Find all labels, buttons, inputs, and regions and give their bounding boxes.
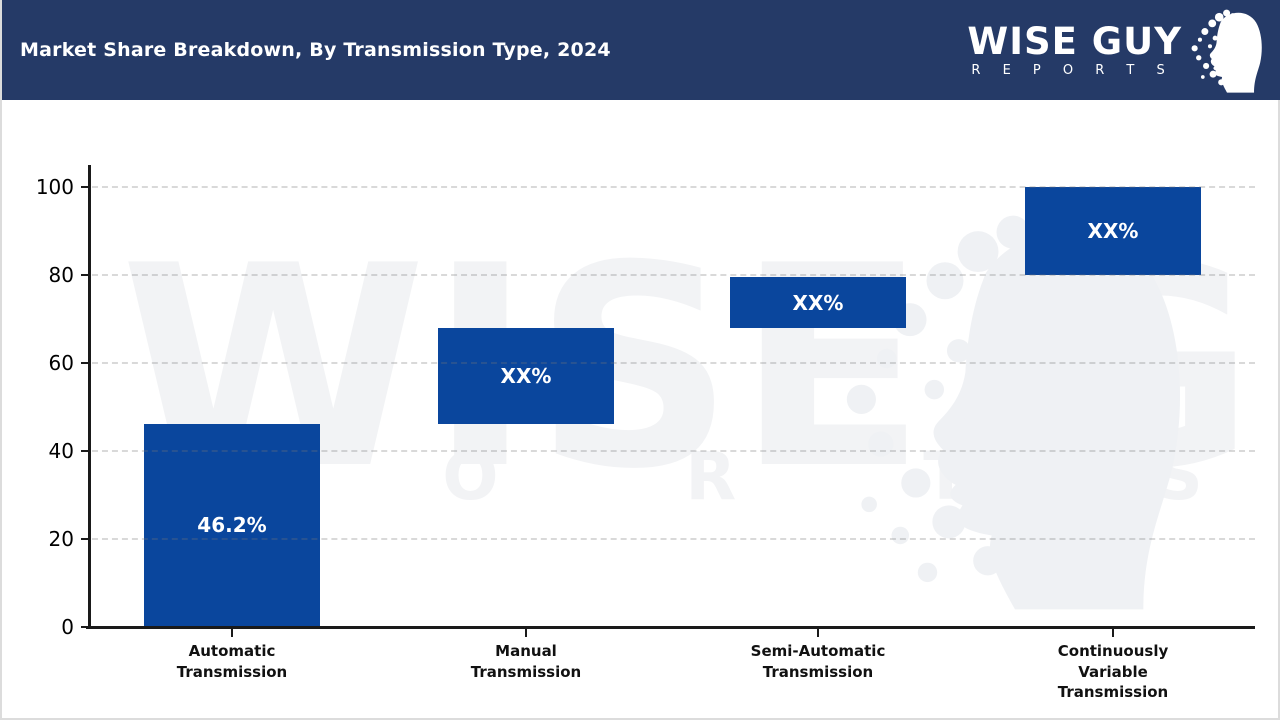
y-tick-label: 80 <box>48 263 74 287</box>
bar-segment <box>1025 187 1201 275</box>
bar-value-label: XX% <box>1087 219 1139 243</box>
y-tick-label: 60 <box>48 351 74 375</box>
y-tick <box>81 538 90 540</box>
x-tick <box>525 629 527 637</box>
y-tick-label: 100 <box>35 175 74 199</box>
x-tick <box>817 629 819 637</box>
category-label-line: Continuously <box>1057 642 1169 660</box>
category-label-line: Transmission <box>176 662 288 681</box>
gridline <box>92 450 1255 452</box>
category-label-line: Variable <box>1078 662 1148 681</box>
y-tick <box>81 186 90 188</box>
x-axis-line <box>86 626 1255 629</box>
bar-segment <box>438 327 614 424</box>
logo-text: WISE GUY R E P O R T S <box>967 19 1182 78</box>
x-tick <box>231 629 233 637</box>
y-tick <box>81 274 90 276</box>
category-label-line: Semi-Automatic <box>750 642 886 660</box>
y-tick <box>81 626 90 628</box>
chart-title: Market Share Breakdown, By Transmission … <box>20 39 611 61</box>
gridline <box>92 274 1255 276</box>
category-label-line: Automatic <box>188 642 276 660</box>
category-label-line: Transmission <box>1057 683 1169 701</box>
logo-wordmark: WISE GUY <box>967 19 1182 63</box>
category-label-line: Transmission <box>470 662 582 681</box>
y-tick <box>81 362 90 364</box>
gridline <box>92 538 1255 540</box>
category-label: Manual Transmission <box>376 641 676 682</box>
y-tick-label: 20 <box>48 527 74 551</box>
category-label-line: Transmission <box>762 662 874 681</box>
y-axis-line <box>88 165 91 629</box>
y-tick-label: 0 <box>61 615 74 639</box>
logo-face-icon <box>1191 9 1262 93</box>
bar-value-label: XX% <box>500 363 552 388</box>
bar-segment <box>730 277 906 328</box>
gridline <box>92 362 1255 364</box>
bar-segment <box>144 423 320 627</box>
category-label: Semi-Automatic Transmission <box>668 641 968 682</box>
y-tick <box>81 450 90 452</box>
gridline <box>92 186 1255 188</box>
chart-header: Market Share Breakdown, By Transmission … <box>2 0 1280 100</box>
category-label: Continuously Variable Transmission <box>963 641 1263 703</box>
wise-guy-reports-logo: WISE GUY R E P O R T S <box>967 7 1268 93</box>
bar-value-label: 46.2% <box>197 513 267 538</box>
y-tick-label: 40 <box>48 439 74 463</box>
face-watermark-icon <box>846 215 1181 610</box>
logo-subtitle: R E P O R T S <box>971 62 1174 78</box>
category-label: Automatic Transmission <box>82 641 382 682</box>
x-tick <box>1112 629 1114 637</box>
bar-value-label: XX% <box>792 290 844 315</box>
category-label-line: Manual <box>495 642 557 660</box>
